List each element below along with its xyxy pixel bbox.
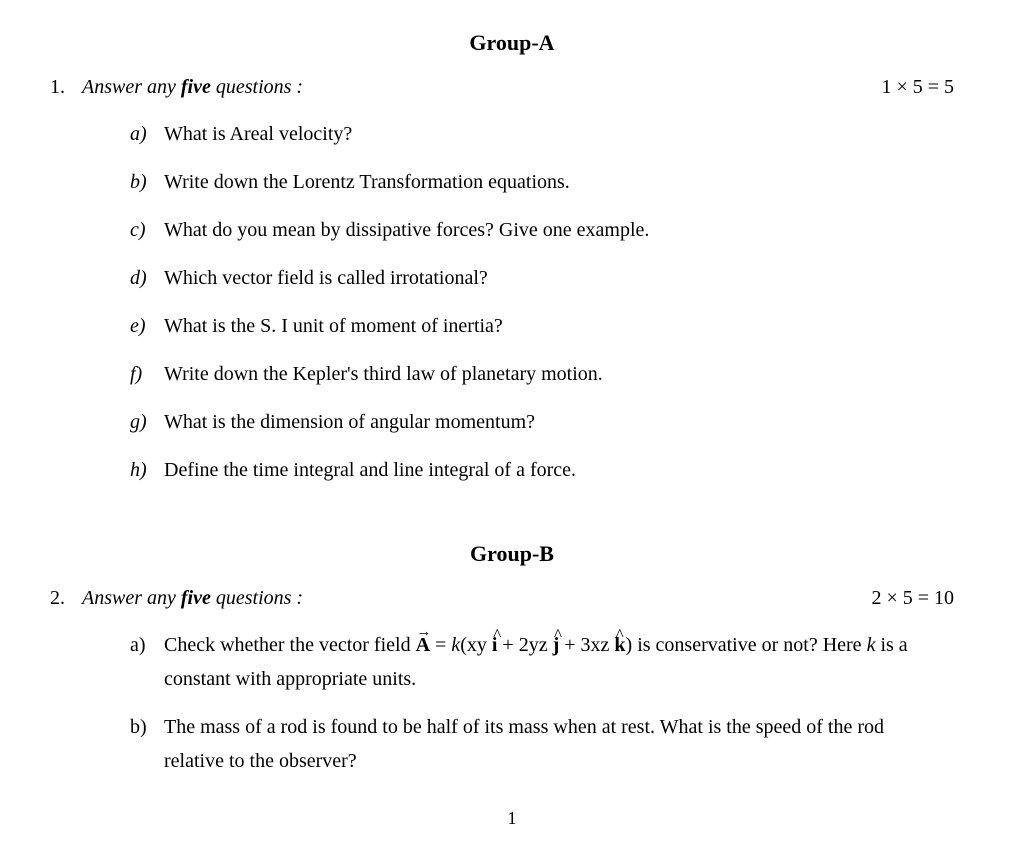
eq-eq: = xyxy=(430,634,451,656)
item-label-a: a) xyxy=(130,117,164,151)
page: Group-A 1. Answer any five questions : 1… xyxy=(0,0,1024,829)
item-text-2a: Check whether the vector field A = k(xy … xyxy=(164,628,944,696)
item-label-b: b) xyxy=(130,165,164,199)
list-item: c) What do you mean by dissipative force… xyxy=(130,213,944,247)
unit-j: j xyxy=(553,628,560,662)
item-text-g: What is the dimension of angular momentu… xyxy=(164,405,944,439)
vector-A: A xyxy=(416,628,430,662)
list-item: d) Which vector field is called irrotati… xyxy=(130,261,944,295)
instr-post: questions : xyxy=(211,587,303,609)
item-text-b: Write down the Lorentz Transformation eq… xyxy=(164,165,944,199)
eq-open: (xy xyxy=(460,634,492,656)
question-2-header: 2. Answer any five questions : 2 × 5 = 1… xyxy=(50,587,974,610)
instr-pre: Answer any xyxy=(82,76,181,98)
group-a-title: Group-A xyxy=(50,30,974,56)
item-text-h: Define the time integral and line integr… xyxy=(164,453,944,487)
question-1-items: a) What is Areal velocity? b) Write down… xyxy=(130,117,944,487)
instr-post: questions : xyxy=(211,76,303,98)
item-text-2b: The mass of a rod is found to be half of… xyxy=(164,710,944,778)
item-label-g: g) xyxy=(130,405,164,439)
list-item: a) What is Areal velocity? xyxy=(130,117,944,151)
list-item: a) Check whether the vector field A = k(… xyxy=(130,628,944,696)
eq-mid1: + 2yz xyxy=(497,634,552,656)
item-label-e: e) xyxy=(130,309,164,343)
item-label-d: d) xyxy=(130,261,164,295)
list-item: h) Define the time integral and line int… xyxy=(130,453,944,487)
q2a-pre: Check whether the vector field xyxy=(164,634,416,656)
list-item: g) What is the dimension of angular mome… xyxy=(130,405,944,439)
item-text-e: What is the S. I unit of moment of inert… xyxy=(164,309,944,343)
item-text-f: Write down the Kepler's third law of pla… xyxy=(164,357,944,391)
list-item: b) The mass of a rod is found to be half… xyxy=(130,710,944,778)
instr-pre: Answer any xyxy=(82,587,181,609)
question-2-items: a) Check whether the vector field A = k(… xyxy=(130,628,944,778)
eq-k: k xyxy=(451,634,460,656)
item-text-a: What is Areal velocity? xyxy=(164,117,944,151)
item-text-c: What do you mean by dissipative forces? … xyxy=(164,213,944,247)
question-2-marks: 2 × 5 = 10 xyxy=(871,587,974,610)
unit-i: i xyxy=(492,628,498,662)
instr-bold: five xyxy=(181,76,211,98)
list-item: e) What is the S. I unit of moment of in… xyxy=(130,309,944,343)
item-label-h: h) xyxy=(130,453,164,487)
question-1-number: 1. xyxy=(50,76,82,99)
list-item: b) Write down the Lorentz Transformation… xyxy=(130,165,944,199)
instr-bold: five xyxy=(181,587,211,609)
question-2-instruction: Answer any five questions : xyxy=(82,587,871,610)
page-number: 1 xyxy=(50,808,974,829)
question-2-number: 2. xyxy=(50,587,82,610)
item-label-f: f) xyxy=(130,357,164,391)
question-1-header: 1. Answer any five questions : 1 × 5 = 5 xyxy=(50,76,974,99)
unit-k: k xyxy=(614,628,625,662)
q2a-post1: is conservative or not? Here xyxy=(632,634,866,656)
question-1-marks: 1 × 5 = 5 xyxy=(881,76,974,99)
item-label-2b: b) xyxy=(130,710,164,778)
question-1-instruction: Answer any five questions : xyxy=(82,76,881,99)
item-label-2a: a) xyxy=(130,628,164,696)
item-text-d: Which vector field is called irrotationa… xyxy=(164,261,944,295)
eq-mid2: + 3xz xyxy=(559,634,614,656)
group-b-title: Group-B xyxy=(50,541,974,567)
item-label-c: c) xyxy=(130,213,164,247)
list-item: f) Write down the Kepler's third law of … xyxy=(130,357,944,391)
